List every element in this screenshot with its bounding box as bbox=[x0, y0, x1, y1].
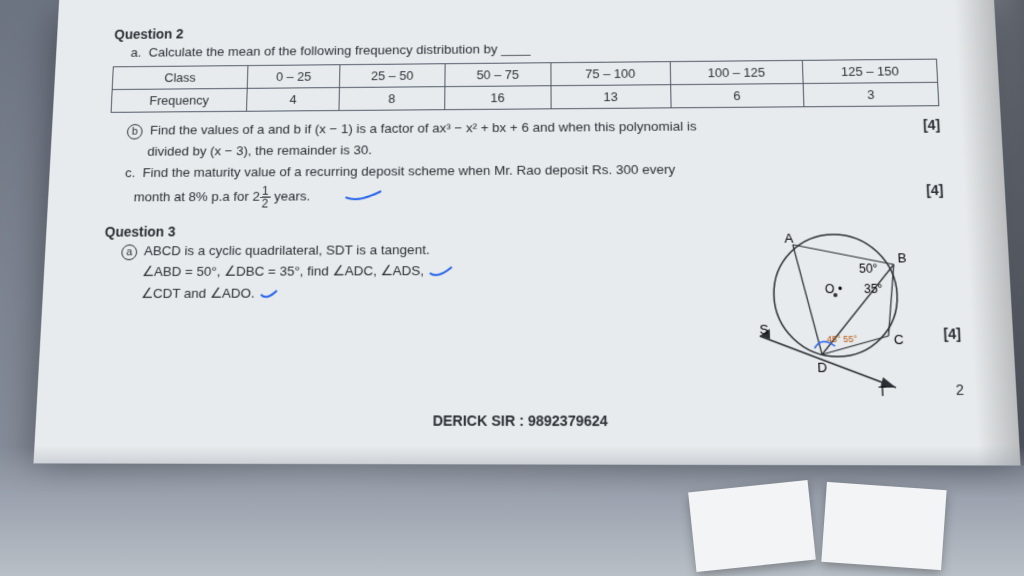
q3-text-column: Question 3 a ABCD is a cyclic quadrilate… bbox=[101, 215, 703, 308]
class-cell: 125 – 150 bbox=[803, 59, 938, 83]
footer-credit: DERICK SIR : 9892379624 bbox=[95, 412, 955, 429]
class-cell: 100 – 125 bbox=[670, 60, 804, 84]
bullet-b-icon: b bbox=[127, 124, 143, 139]
tick-mark-icon bbox=[258, 288, 278, 300]
class-cell: 0 – 25 bbox=[247, 65, 340, 89]
q2c-marks: [4] bbox=[926, 181, 944, 201]
tick-mark-icon bbox=[343, 189, 383, 203]
question-3-label: Question 3 bbox=[104, 221, 701, 240]
freq-cell: 16 bbox=[445, 86, 551, 110]
q3a-text3: ∠CDT and ∠ADO. bbox=[141, 286, 255, 301]
freq-cell: 8 bbox=[339, 87, 445, 111]
point-t-label: T bbox=[878, 384, 887, 398]
point-c-label: C bbox=[894, 332, 904, 347]
chord-ab bbox=[793, 244, 894, 265]
q2b-marks: [4] bbox=[922, 116, 940, 135]
point-o-label: O • bbox=[825, 282, 843, 296]
class-cell: 50 – 75 bbox=[445, 63, 551, 87]
mixed-fraction: 212 bbox=[252, 189, 274, 204]
row-label: Class bbox=[112, 65, 248, 89]
q2c-text3: years. bbox=[274, 188, 311, 203]
hand-annotation: 45° 55° bbox=[826, 333, 857, 344]
paper-stack-item bbox=[821, 482, 946, 570]
q2c-text2: month at 8% p.a for bbox=[133, 189, 249, 204]
point-s-label: S bbox=[759, 322, 768, 337]
q3-marks: [4] bbox=[943, 325, 962, 341]
freq-cell: 4 bbox=[247, 87, 340, 111]
geometry-figure: 45° 55° A B C D O • S T 50° 35° bbox=[721, 213, 954, 397]
q2c-line1: c. Find the maturity value of a recurrin… bbox=[125, 159, 943, 183]
class-cell: 25 – 50 bbox=[339, 64, 445, 88]
q2c-line2: month at 8% p.a for 212 years. [4] bbox=[133, 181, 944, 210]
row-label: Frequency bbox=[111, 88, 247, 112]
circle-diagram: 45° 55° A B C D O • S T 50° 35° [4] 2 bbox=[721, 213, 954, 397]
freq-cell: 13 bbox=[551, 85, 671, 109]
background-papers bbox=[692, 486, 944, 566]
tick-mark-icon bbox=[428, 265, 454, 279]
q3a-text2: ∠ABD = 50°, ∠DBC = 35°, find ∠ADC, ∠ADS, bbox=[142, 264, 424, 280]
q2a-statement: Calculate the mean of the following freq… bbox=[148, 41, 530, 59]
frequency-table: Class 0 – 25 25 – 50 50 – 75 75 – 100 10… bbox=[111, 59, 940, 113]
freq-cell: 3 bbox=[803, 82, 938, 106]
q3a-line3: ∠CDT and ∠ADO. bbox=[141, 284, 703, 305]
q2b-text1: Find the values of a and b if (x − 1) is… bbox=[150, 119, 697, 138]
q3a-line2: ∠ABD = 50°, ∠DBC = 35°, find ∠ADC, ∠ADS, bbox=[142, 262, 702, 283]
q3a-line1: a ABCD is a cyclic quadrilateral, SDT is… bbox=[121, 240, 702, 261]
freq-cell: 6 bbox=[670, 83, 804, 107]
q2b-line2: divided by (x − 3), the remainder is 30. bbox=[147, 137, 942, 161]
paper-stack-item bbox=[688, 480, 816, 572]
bullet-a-icon: a bbox=[121, 244, 137, 260]
point-a-label: A bbox=[784, 231, 794, 245]
page-number: 2 bbox=[955, 381, 964, 398]
angle-35-label: 35° bbox=[864, 282, 883, 296]
point-b-label: B bbox=[897, 251, 907, 266]
chord-da bbox=[793, 244, 822, 354]
worksheet-paper: Question 2 a. Calculate the mean of the … bbox=[33, 0, 1020, 466]
q2b-line1: b Find the values of a and b if (x − 1) … bbox=[127, 116, 941, 140]
q3a-text1: ABCD is a cyclic quadrilateral, SDT is a… bbox=[144, 242, 430, 258]
q2c-text1: Find the maturity value of a recurring d… bbox=[142, 162, 675, 180]
point-d-label: D bbox=[817, 360, 827, 375]
class-cell: 75 – 100 bbox=[551, 62, 671, 86]
frac-den: 2 bbox=[260, 197, 271, 209]
angle-50-label: 50° bbox=[859, 262, 878, 276]
frac-num: 1 bbox=[260, 185, 271, 198]
